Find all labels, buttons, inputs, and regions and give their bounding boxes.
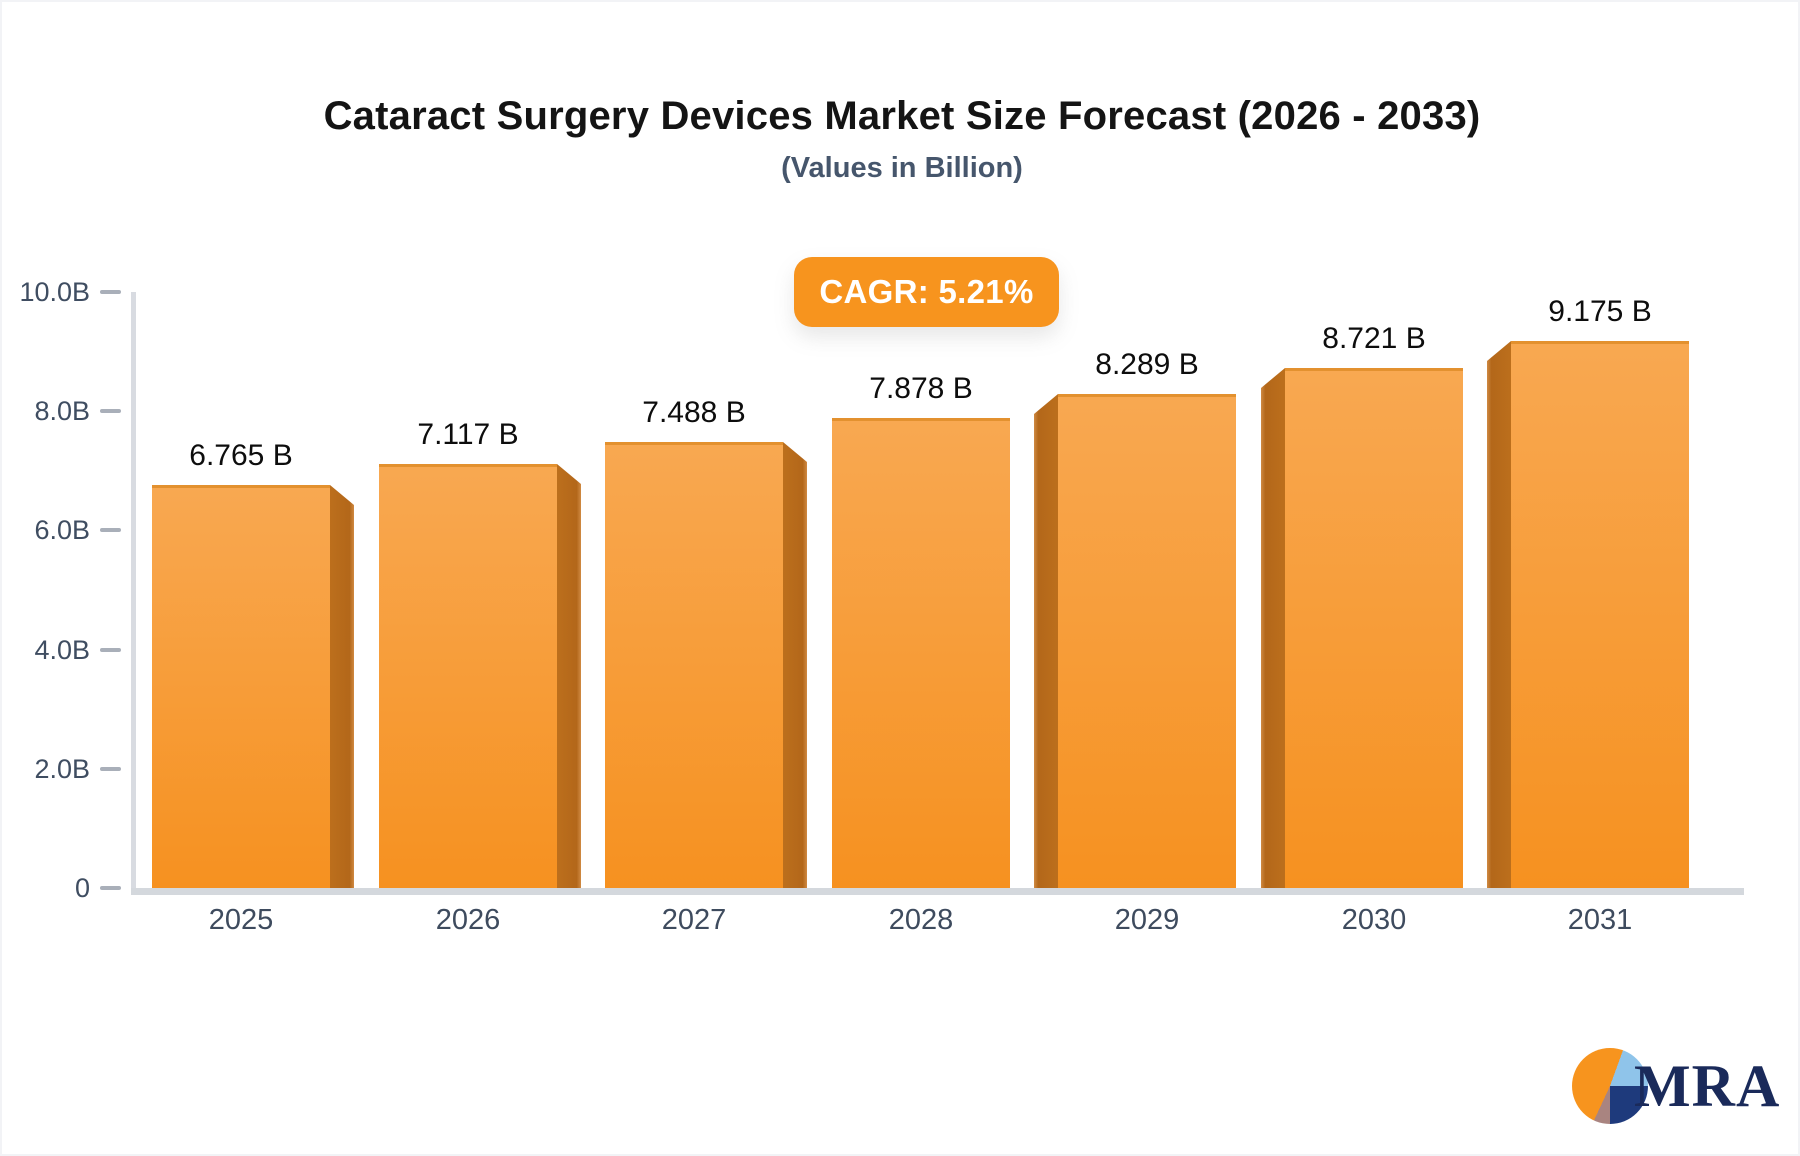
y-axis-tick	[100, 528, 121, 533]
chart-subtitle: (Values in Billion)	[781, 152, 1023, 184]
bar-3d-side	[557, 464, 581, 888]
y-axis-tick-label: 10.0B	[19, 277, 90, 307]
bar-value-label: 8.289 B	[1095, 348, 1199, 381]
x-axis-label-2029: 2029	[1114, 904, 1180, 936]
bar-2025	[152, 485, 330, 888]
x-axis-label-2028: 2028	[888, 904, 954, 936]
pie-chart-logo-icon	[1572, 1048, 1648, 1124]
bar-3d-side	[1487, 341, 1511, 888]
y-axis-tick	[100, 886, 121, 890]
bar-value-label: 7.878 B	[869, 372, 973, 405]
chart-title: Cataract Surgery Devices Market Size For…	[323, 94, 1481, 138]
bar-2028	[832, 418, 1010, 888]
y-axis-tick	[100, 290, 121, 294]
bar-3d-side	[1034, 394, 1058, 888]
y-axis-tick-label: 0	[74, 873, 90, 903]
y-axis-tick	[100, 766, 121, 771]
bar-3d-side	[330, 485, 354, 888]
y-axis-line	[131, 292, 136, 888]
bar-3d-side	[783, 442, 807, 888]
y-axis-tick-label: 4.0B	[34, 634, 90, 665]
x-axis-baseline	[131, 888, 1744, 895]
mra-logo: MRA	[1572, 1048, 1780, 1124]
y-axis-tick	[100, 409, 121, 414]
bar-2030	[1285, 368, 1463, 888]
bar-value-label: 7.488 B	[642, 396, 746, 429]
bar-value-label: 9.175 B	[1548, 295, 1652, 328]
y-axis-tick-label: 6.0B	[34, 515, 90, 546]
x-axis-label-2027: 2027	[661, 904, 727, 936]
y-axis-tick-label: 8.0B	[34, 396, 90, 427]
y-axis-tick-label: 2.0B	[34, 753, 90, 784]
y-axis-tick	[100, 647, 121, 652]
bar-value-label: 6.765 B	[189, 439, 293, 472]
cagr-badge: CAGR: 5.21%	[794, 257, 1059, 327]
x-axis-label-2031: 2031	[1567, 904, 1633, 936]
bar-value-label: 8.721 B	[1322, 322, 1426, 355]
bar-2026	[379, 464, 557, 888]
bar-2031	[1511, 341, 1689, 888]
cagr-badge-label: CAGR: 5.21%	[819, 273, 1034, 310]
bar-3d-side	[1261, 368, 1285, 888]
x-axis-label-2026: 2026	[435, 904, 501, 936]
bar-2027	[605, 442, 783, 888]
x-axis-label-2030: 2030	[1341, 904, 1407, 936]
x-axis-label-2025: 2025	[208, 904, 274, 936]
bar-2029	[1058, 394, 1236, 888]
logo-text: MRA	[1634, 1052, 1781, 1119]
bar-value-label: 7.117 B	[417, 418, 519, 451]
